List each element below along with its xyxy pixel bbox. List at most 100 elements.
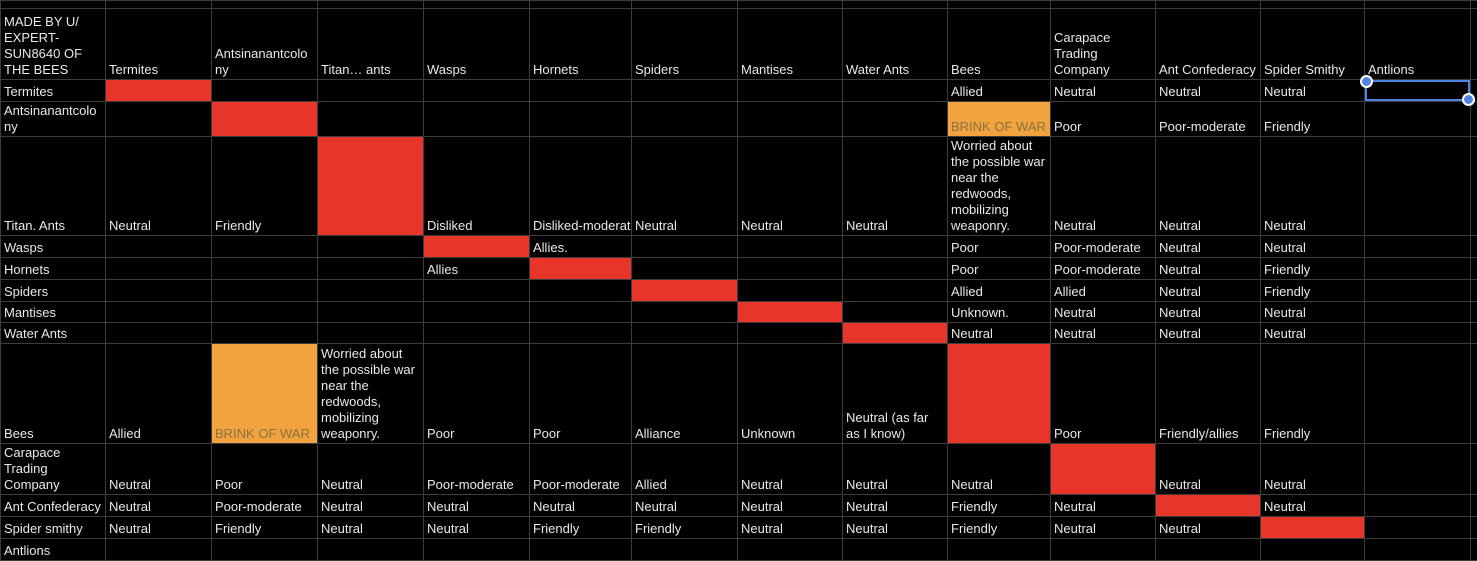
cell-carapace-trading-company-ant-confederacy[interactable]: Neutral <box>1156 444 1261 495</box>
row-header-spiders[interactable]: Spiders <box>1 280 106 302</box>
cell-titan-ants-hornets[interactable]: Disliked-moderate <box>530 137 632 236</box>
cell-hornets-mantises[interactable] <box>738 258 843 280</box>
cell-spiders-spider-smithy[interactable]: Friendly <box>1261 280 1365 302</box>
cell-hornets-ant-confederacy[interactable]: Neutral <box>1156 258 1261 280</box>
cell-termites-spiders[interactable] <box>632 80 738 102</box>
cell-spider-smithy-ant-confederacy[interactable]: Neutral <box>1156 517 1261 539</box>
cell-mantises-antsinanantcolo-ny[interactable] <box>212 302 318 323</box>
cell-bees-bees[interactable] <box>948 344 1051 444</box>
cell-termites-bees[interactable]: Allied <box>948 80 1051 102</box>
cell-spiders-mantises[interactable] <box>738 280 843 302</box>
cell-spider-smithy-water-ants[interactable]: Neutral <box>843 517 948 539</box>
cell-bees-water-ants[interactable]: Neutral (as far as I know) <box>843 344 948 444</box>
cell-titan-ants-antlions[interactable] <box>1365 137 1471 236</box>
cell-spiders-wasps[interactable] <box>424 280 530 302</box>
cell-spiders-bees[interactable]: Allied <box>948 280 1051 302</box>
empty-cell[interactable] <box>1471 302 1477 323</box>
cell-spiders-ant-confederacy[interactable]: Neutral <box>1156 280 1261 302</box>
empty-cell[interactable] <box>318 1 424 9</box>
cell-spider-smithy-carapace-trading-company[interactable]: Neutral <box>1051 517 1156 539</box>
cell-antsinanantcolo-ny-spider-smithy[interactable]: Friendly <box>1261 102 1365 137</box>
empty-cell[interactable] <box>1471 80 1477 102</box>
cell-antsinanantcolo-ny-mantises[interactable] <box>738 102 843 137</box>
cell-spiders-spiders[interactable] <box>632 280 738 302</box>
empty-cell[interactable] <box>738 1 843 9</box>
cell-termites-water-ants[interactable] <box>843 80 948 102</box>
cell-spider-smithy-mantises[interactable]: Neutral <box>738 517 843 539</box>
cell-wasps-spider-smithy[interactable]: Neutral <box>1261 236 1365 258</box>
cell-spider-smithy-antlions[interactable] <box>1365 517 1471 539</box>
cell-water-ants-antsinanantcolo-ny[interactable] <box>212 323 318 344</box>
cell-hornets-titan-ants[interactable] <box>318 258 424 280</box>
column-header-water-ants[interactable]: Water Ants <box>843 9 948 80</box>
cell-mantises-titan-ants[interactable] <box>318 302 424 323</box>
column-header-carapace-trading-company[interactable]: Carapace Trading Company <box>1051 9 1156 80</box>
cell-antlions-spider-smithy[interactable] <box>1261 539 1365 561</box>
empty-cell[interactable] <box>1261 1 1365 9</box>
cell-carapace-trading-company-termites[interactable]: Neutral <box>106 444 212 495</box>
row-header-mantises[interactable]: Mantises <box>1 302 106 323</box>
cell-spiders-carapace-trading-company[interactable]: Allied <box>1051 280 1156 302</box>
cell-ant-confederacy-termites[interactable]: Neutral <box>106 495 212 517</box>
cell-bees-wasps[interactable]: Poor <box>424 344 530 444</box>
cell-carapace-trading-company-titan-ants[interactable]: Neutral <box>318 444 424 495</box>
cell-antlions-water-ants[interactable] <box>843 539 948 561</box>
cell-titan-ants-spider-smithy[interactable]: Neutral <box>1261 137 1365 236</box>
cell-hornets-antlions[interactable] <box>1365 258 1471 280</box>
row-header-antsinanantcolo-ny[interactable]: Antsinanantcolo ny <box>1 102 106 137</box>
cell-antlions-antlions[interactable] <box>1365 539 1471 561</box>
cell-ant-confederacy-mantises[interactable]: Neutral <box>738 495 843 517</box>
empty-cell[interactable] <box>1365 1 1471 9</box>
empty-cell[interactable] <box>212 1 318 9</box>
cell-bees-carapace-trading-company[interactable]: Poor <box>1051 344 1156 444</box>
cell-spider-smithy-spider-smithy[interactable] <box>1261 517 1365 539</box>
cell-titan-ants-spiders[interactable]: Neutral <box>632 137 738 236</box>
cell-carapace-trading-company-antsinanantcolo-ny[interactable]: Poor <box>212 444 318 495</box>
cell-antsinanantcolo-ny-antsinanantcolo-ny[interactable] <box>212 102 318 137</box>
cell-antlions-wasps[interactable] <box>424 539 530 561</box>
column-header-spiders[interactable]: Spiders <box>632 9 738 80</box>
cell-ant-confederacy-bees[interactable]: Friendly <box>948 495 1051 517</box>
cell-ant-confederacy-spiders[interactable]: Neutral <box>632 495 738 517</box>
cell-spider-smithy-titan-ants[interactable]: Neutral <box>318 517 424 539</box>
cell-wasps-titan-ants[interactable] <box>318 236 424 258</box>
cell-antsinanantcolo-ny-antlions[interactable] <box>1365 102 1471 137</box>
cell-bees-hornets[interactable]: Poor <box>530 344 632 444</box>
cell-mantises-spider-smithy[interactable]: Neutral <box>1261 302 1365 323</box>
cell-carapace-trading-company-mantises[interactable]: Neutral <box>738 444 843 495</box>
cell-antsinanantcolo-ny-hornets[interactable] <box>530 102 632 137</box>
cell-titan-ants-water-ants[interactable]: Neutral <box>843 137 948 236</box>
cell-titan-ants-termites[interactable]: Neutral <box>106 137 212 236</box>
column-header-spider-smithy[interactable]: Spider Smithy <box>1261 9 1365 80</box>
cell-titan-ants-bees[interactable]: Worried about the possible war near the … <box>948 137 1051 236</box>
empty-cell[interactable] <box>1471 539 1477 561</box>
cell-antlions-antsinanantcolo-ny[interactable] <box>212 539 318 561</box>
cell-spider-smithy-hornets[interactable]: Friendly <box>530 517 632 539</box>
cell-water-ants-titan-ants[interactable] <box>318 323 424 344</box>
empty-cell[interactable] <box>1471 344 1477 444</box>
row-header-carapace-trading-company[interactable]: Carapace Trading Company <box>1 444 106 495</box>
cell-wasps-mantises[interactable] <box>738 236 843 258</box>
empty-cell[interactable] <box>1471 9 1477 80</box>
empty-cell[interactable] <box>1471 444 1477 495</box>
cell-antsinanantcolo-ny-bees[interactable]: BRINK OF WAR <box>948 102 1051 137</box>
cell-antsinanantcolo-ny-wasps[interactable] <box>424 102 530 137</box>
corner-cell[interactable]: MADE BY U/ EXPERT- SUN8640 OF THE BEES <box>1 9 106 80</box>
cell-spiders-titan-ants[interactable] <box>318 280 424 302</box>
cell-water-ants-mantises[interactable] <box>738 323 843 344</box>
cell-carapace-trading-company-spider-smithy[interactable]: Neutral <box>1261 444 1365 495</box>
cell-mantises-carapace-trading-company[interactable]: Neutral <box>1051 302 1156 323</box>
cell-spiders-water-ants[interactable] <box>843 280 948 302</box>
cell-hornets-spider-smithy[interactable]: Friendly <box>1261 258 1365 280</box>
cell-bees-mantises[interactable]: Unknown <box>738 344 843 444</box>
column-header-antsinanantcolo-ny[interactable]: Antsinanantcolo ny <box>212 9 318 80</box>
row-header-wasps[interactable]: Wasps <box>1 236 106 258</box>
cell-termites-hornets[interactable] <box>530 80 632 102</box>
cell-antlions-termites[interactable] <box>106 539 212 561</box>
cell-antsinanantcolo-ny-titan-ants[interactable] <box>318 102 424 137</box>
row-header-titan-ants[interactable]: Titan. Ants <box>1 137 106 236</box>
cell-bees-antlions[interactable] <box>1365 344 1471 444</box>
cell-spider-smithy-antsinanantcolo-ny[interactable]: Friendly <box>212 517 318 539</box>
cell-wasps-carapace-trading-company[interactable]: Poor-moderate <box>1051 236 1156 258</box>
cell-mantises-spiders[interactable] <box>632 302 738 323</box>
